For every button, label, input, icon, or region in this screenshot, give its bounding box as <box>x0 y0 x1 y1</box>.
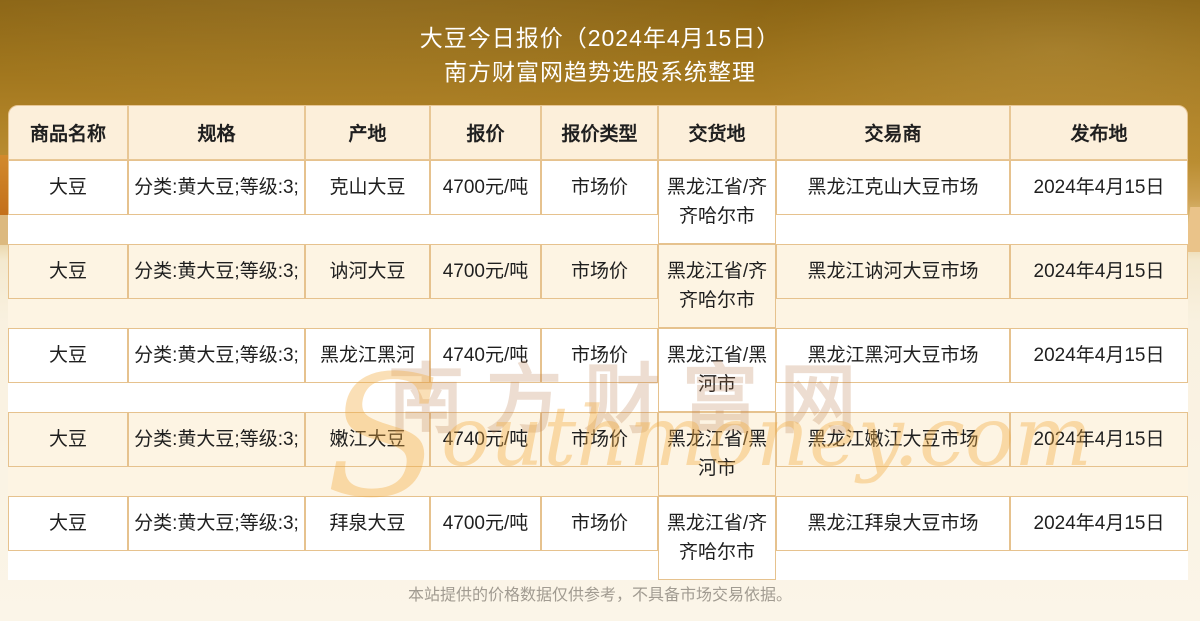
column-header-label: 报价类型 <box>541 105 658 160</box>
cell-trader: 黑龙江拜泉大豆市场 <box>776 496 1010 580</box>
cell-product: 大豆 <box>8 412 128 496</box>
cell-price-type: 市场价 <box>541 244 658 328</box>
cell-delivery: 黑龙江省/齐齐哈尔市 <box>658 160 776 244</box>
table-row: 大豆 分类:黄大豆;等级:3; 黑龙江黑河 4740元/吨 市场价 黑龙江省/黑… <box>8 328 1188 412</box>
cell-price-type: 市场价 <box>541 412 658 496</box>
cell-spec: 分类:黄大豆;等级:3; <box>128 160 305 244</box>
column-header-spec: 规格 <box>128 105 305 160</box>
cell-trader: 黑龙江讷河大豆市场 <box>776 244 1010 328</box>
column-header-label: 报价 <box>430 105 541 160</box>
cell-price-type: 市场价 <box>541 160 658 244</box>
column-header-pubdate: 发布地 <box>1010 105 1188 160</box>
cell-pubdate: 2024年4月15日 <box>1010 244 1188 328</box>
table-row: 大豆 分类:黄大豆;等级:3; 拜泉大豆 4700元/吨 市场价 黑龙江省/齐齐… <box>8 496 1188 580</box>
cell-price: 4740元/吨 <box>430 328 541 412</box>
column-header-product: 商品名称 <box>8 105 128 160</box>
page-title: 大豆今日报价（2024年4月15日） <box>419 25 781 51</box>
footer-disclaimer: 本站提供的价格数据仅供参考，不具备市场交易依据。 <box>407 587 792 604</box>
cell-pubdate: 2024年4月15日 <box>1010 160 1188 244</box>
page-subtitle: 南方财富网趋势选股系统整理 <box>444 59 756 85</box>
cell-pubdate: 2024年4月15日 <box>1010 328 1188 412</box>
cell-trader: 黑龙江克山大豆市场 <box>776 160 1010 244</box>
column-header-origin: 产地 <box>305 105 430 160</box>
table-row: 大豆 分类:黄大豆;等级:3; 讷河大豆 4700元/吨 市场价 黑龙江省/齐齐… <box>8 244 1188 328</box>
column-header-label: 产地 <box>305 105 430 160</box>
column-header-label: 交货地 <box>658 105 776 160</box>
column-header-price-type: 报价类型 <box>541 105 658 160</box>
cell-product: 大豆 <box>8 160 128 244</box>
cell-price: 4700元/吨 <box>430 160 541 244</box>
column-header-label: 交易商 <box>776 105 1010 160</box>
cell-delivery: 黑龙江省/齐齐哈尔市 <box>658 244 776 328</box>
cell-price-type: 市场价 <box>541 496 658 580</box>
cell-pubdate: 2024年4月15日 <box>1010 412 1188 496</box>
cell-origin: 讷河大豆 <box>305 244 430 328</box>
cell-price: 4700元/吨 <box>430 496 541 580</box>
quote-table: 商品名称 规格 产地 报价 报价类型 交货地 交易商 发布地 大豆 分类:黄大豆… <box>8 105 1188 580</box>
cell-price-type: 市场价 <box>541 328 658 412</box>
cell-pubdate: 2024年4月15日 <box>1010 496 1188 580</box>
cell-delivery: 黑龙江省/齐齐哈尔市 <box>658 496 776 580</box>
cell-product: 大豆 <box>8 328 128 412</box>
cell-spec: 分类:黄大豆;等级:3; <box>128 496 305 580</box>
cell-price: 4740元/吨 <box>430 412 541 496</box>
cell-trader: 黑龙江黑河大豆市场 <box>776 328 1010 412</box>
cell-product: 大豆 <box>8 244 128 328</box>
cell-delivery: 黑龙江省/黑河市 <box>658 328 776 412</box>
cell-origin: 拜泉大豆 <box>305 496 430 580</box>
cell-origin: 嫩江大豆 <box>305 412 430 496</box>
cell-delivery: 黑龙江省/黑河市 <box>658 412 776 496</box>
header-row: 商品名称 规格 产地 报价 报价类型 交货地 交易商 发布地 <box>8 105 1188 160</box>
table-row: 大豆 分类:黄大豆;等级:3; 克山大豆 4700元/吨 市场价 黑龙江省/齐齐… <box>8 160 1188 244</box>
column-header-label: 规格 <box>128 105 305 160</box>
column-header-trader: 交易商 <box>776 105 1010 160</box>
column-header-label: 商品名称 <box>8 105 128 160</box>
title-block: 大豆今日报价（2024年4月15日） 南方财富网趋势选股系统整理 <box>0 21 1200 89</box>
cell-spec: 分类:黄大豆;等级:3; <box>128 244 305 328</box>
column-header-price: 报价 <box>430 105 541 160</box>
cell-origin: 克山大豆 <box>305 160 430 244</box>
cell-origin: 黑龙江黑河 <box>305 328 430 412</box>
cell-price: 4700元/吨 <box>430 244 541 328</box>
cell-spec: 分类:黄大豆;等级:3; <box>128 412 305 496</box>
cell-spec: 分类:黄大豆;等级:3; <box>128 328 305 412</box>
table-row: 大豆 分类:黄大豆;等级:3; 嫩江大豆 4740元/吨 市场价 黑龙江省/黑河… <box>8 412 1188 496</box>
column-header-label: 发布地 <box>1010 105 1188 160</box>
cell-product: 大豆 <box>8 496 128 580</box>
cell-trader: 黑龙江嫩江大豆市场 <box>776 412 1010 496</box>
column-header-delivery: 交货地 <box>658 105 776 160</box>
